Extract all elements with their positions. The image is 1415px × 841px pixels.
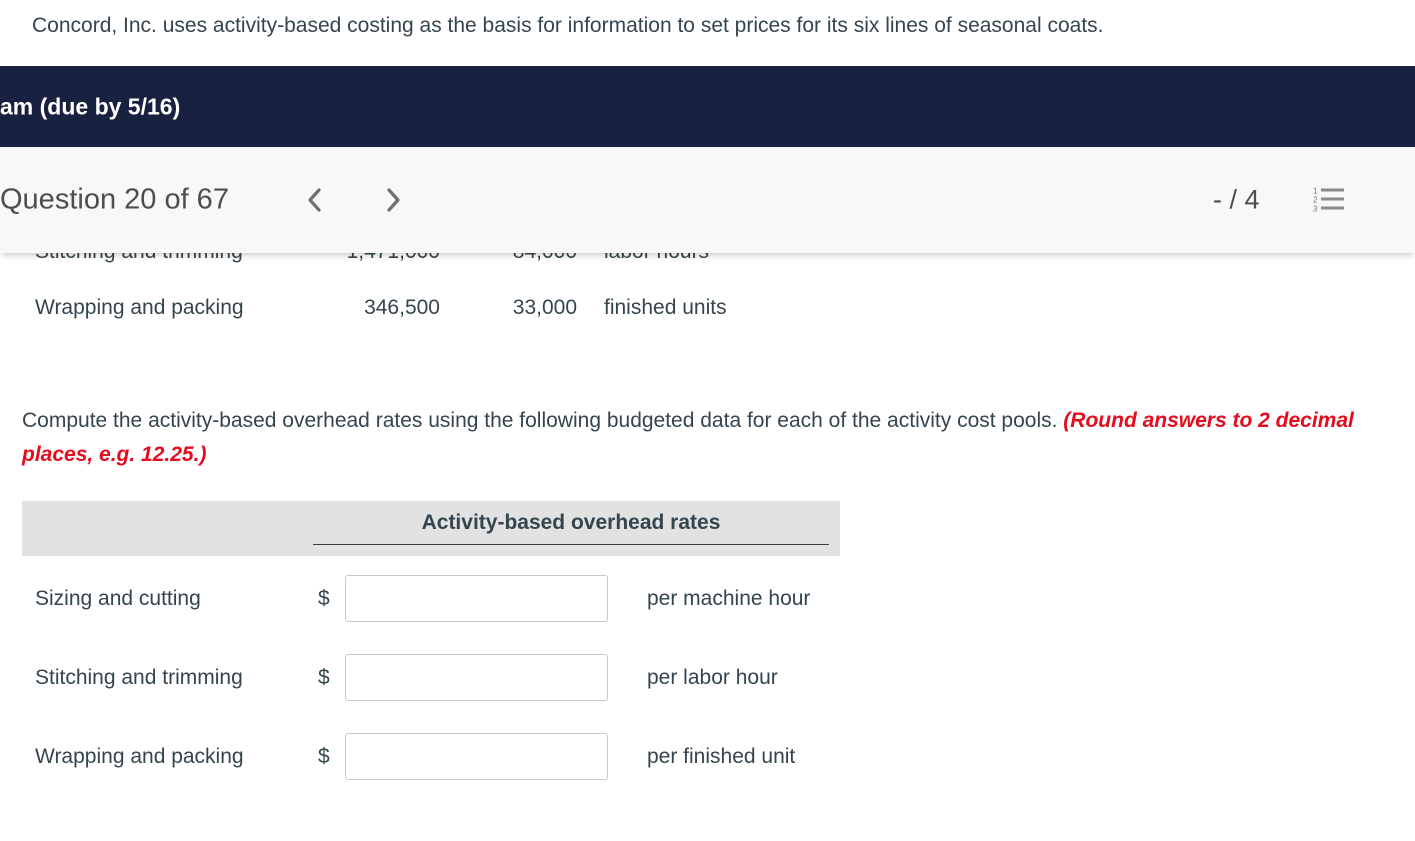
rate-unit-label: per finished unit [647, 744, 796, 768]
cost-driver-quantity: 33,000 [512, 296, 577, 319]
dollar-sign: $ [318, 744, 330, 768]
svg-text:3: 3 [1313, 205, 1318, 212]
next-question-button[interactable] [376, 183, 410, 217]
answer-table-header: Activity-based overhead rates [22, 501, 840, 556]
overhead-rate-input-stitching-and-trimming[interactable] [345, 654, 608, 701]
answer-row-label: Sizing and cutting [35, 586, 201, 610]
activity-name: Wrapping and packing [35, 296, 244, 319]
question-header-bar: Question 20 of 67 - / 4 1 2 3 [0, 147, 1415, 253]
score-indicator: - / 4 [1213, 184, 1260, 215]
problem-intro-text: Concord, Inc. uses activity-based costin… [32, 14, 1104, 37]
question-instructions: Compute the activity-based overhead rate… [22, 404, 1400, 472]
dollar-sign: $ [318, 665, 330, 689]
dollar-sign: $ [318, 586, 330, 610]
answer-row-sizing-and-cutting: Sizing and cutting $ per machine hour [0, 575, 900, 622]
chevron-right-icon [376, 183, 410, 217]
rate-unit-label: per machine hour [647, 586, 811, 610]
answer-row-stitching-and-trimming: Stitching and trimming $ per labor hour [0, 654, 900, 701]
chevron-left-icon [298, 183, 332, 217]
previous-question-button[interactable] [298, 183, 332, 217]
answer-row-wrapping-and-packing: Wrapping and packing $ per finished unit [0, 733, 900, 780]
cost-driver-name: finished units [604, 296, 727, 319]
question-counter: Question 20 of 67 [0, 183, 229, 216]
answer-row-label: Stitching and trimming [35, 665, 243, 689]
rounding-note: (Round answers to 2 decimal places, e.g.… [22, 409, 1354, 466]
svg-text:2: 2 [1313, 196, 1318, 205]
numbered-list-icon: 1 2 3 [1313, 187, 1345, 215]
instruction-text: Compute the activity-based overhead rate… [22, 409, 1064, 432]
rate-unit-label: per labor hour [647, 665, 778, 689]
question-list-button[interactable]: 1 2 3 [1313, 186, 1345, 215]
exam-title: am (due by 5/16) [0, 93, 181, 119]
answer-row-label: Wrapping and packing [35, 744, 244, 768]
overhead-rate-input-wrapping-and-packing[interactable] [345, 733, 608, 780]
overhead-rate-input-sizing-and-cutting[interactable] [345, 575, 608, 622]
answer-table-header-label: Activity-based overhead rates [313, 511, 829, 545]
exam-banner: am (due by 5/16) [0, 66, 1415, 147]
svg-text:1: 1 [1313, 187, 1318, 196]
estimated-overhead-value: 346,500 [364, 296, 440, 319]
budget-table-row: Wrapping and packing 346,500 33,000 fini… [0, 296, 900, 321]
